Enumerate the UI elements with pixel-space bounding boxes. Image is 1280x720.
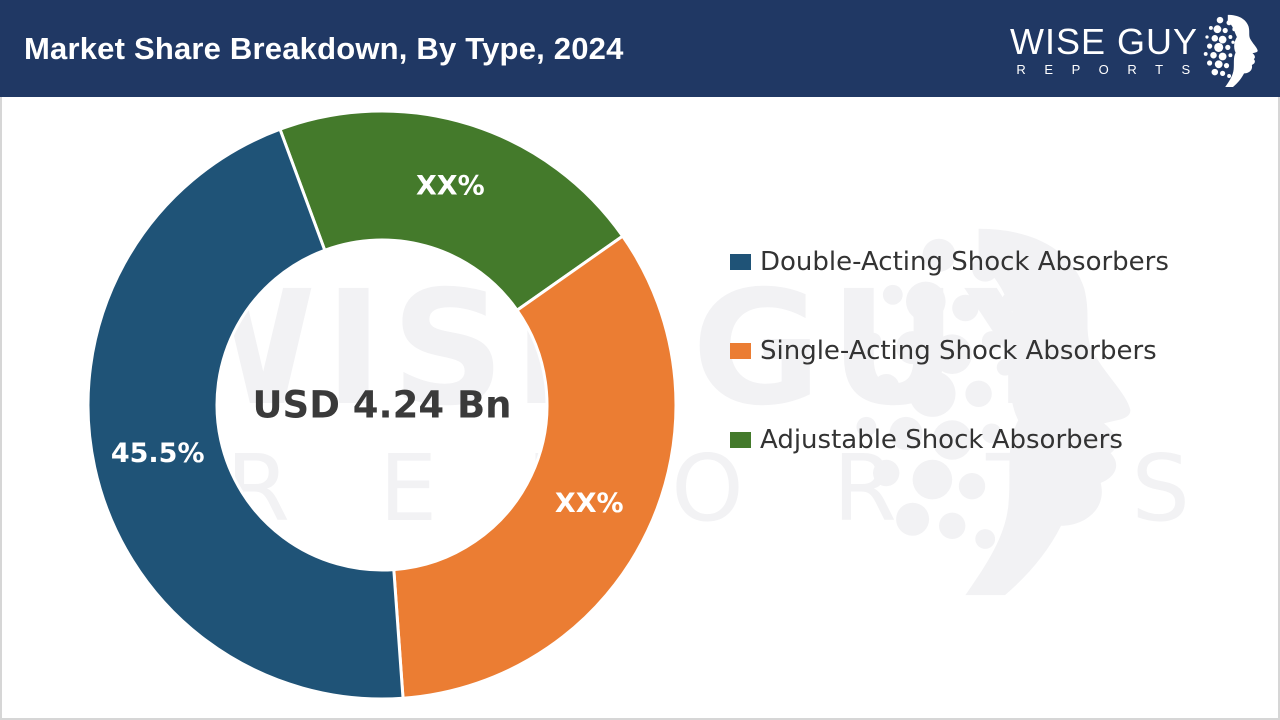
chart-area: WISE GUY R E P O R T S XX% XX% 45.5% USD [0, 97, 1280, 720]
legend-label: Adjustable Shock Absorbers [760, 425, 1123, 455]
logo-text: WISE GUY R E P O R T S [1009, 20, 1198, 77]
donut-slice [86, 127, 405, 701]
legend-item: Adjustable Shock Absorbers [730, 425, 1169, 455]
legend-swatch-blue-icon [730, 254, 751, 270]
donut-slice [278, 109, 625, 312]
legend-swatch-orange-icon [730, 343, 751, 359]
legend-label: Double-Acting Shock Absorbers [760, 247, 1169, 277]
page-title: Market Share Breakdown, By Type, 2024 [24, 30, 624, 66]
wise-guy-reports-logo: WISE GUY R E P O R T S [1010, 11, 1266, 89]
header-bar: Market Share Breakdown, By Type, 2024 WI… [0, 0, 1280, 97]
head-profile-icon [1203, 14, 1258, 87]
donut-slice [392, 234, 678, 700]
logo-subtitle: R E P O R T S [1016, 61, 1198, 77]
logo-wordmark: WISE GUY [1009, 20, 1198, 62]
slice-percentage-label: 45.5% [111, 438, 205, 469]
legend-swatch-green-icon [730, 432, 751, 448]
donut-center-value: USD 4.24 Bn [253, 384, 512, 427]
donut-chart-svg: XX% XX% 45.5% USD 4.24 Bn [86, 109, 678, 701]
slice-percentage-label: XX% [416, 170, 485, 201]
chart-legend: Double-Acting Shock Absorbers Single-Act… [730, 247, 1169, 455]
legend-item: Double-Acting Shock Absorbers [730, 247, 1169, 277]
donut-chart: XX% XX% 45.5% USD 4.24 Bn [85, 108, 679, 702]
legend-label: Single-Acting Shock Absorbers [760, 336, 1157, 366]
watermark-head-profile-icon [856, 228, 1131, 596]
slice-percentage-label: XX% [555, 488, 624, 519]
legend-item: Single-Acting Shock Absorbers [730, 336, 1169, 366]
